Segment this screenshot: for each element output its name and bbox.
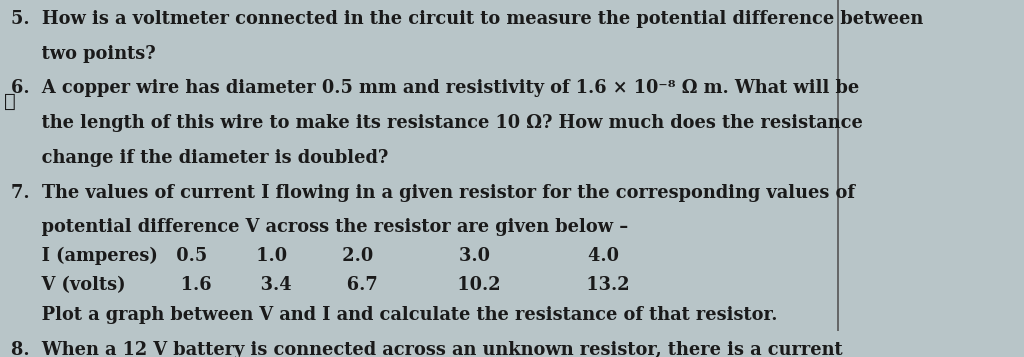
Text: 8.  When a 12 V battery is connected across an unknown resistor, there is a curr: 8. When a 12 V battery is connected acro… [10,341,843,357]
Text: two points?: two points? [10,45,156,62]
Text: 6.  A copper wire has diameter 0.5 mm and resistivity of 1.6 × 10⁻⁸ Ω m. What wi: 6. A copper wire has diameter 0.5 mm and… [10,79,859,97]
Text: 7.  The values of current I flowing in a given resistor for the corresponding va: 7. The values of current I flowing in a … [10,183,855,202]
Text: V (volts)         1.6        3.4         6.7             10.2              13.2: V (volts) 1.6 3.4 6.7 10.2 13.2 [10,276,630,294]
Text: the length of this wire to make its resistance 10 Ω? How much does the resistanc: the length of this wire to make its resi… [10,114,862,132]
Text: Plot a graph between V and I and calculate the resistance of that resistor.: Plot a graph between V and I and calcula… [10,306,777,324]
Text: potential difference V across the resistor are given below –: potential difference V across the resist… [10,218,628,236]
Text: change if the diameter is doubled?: change if the diameter is doubled? [10,149,388,167]
Text: ✓: ✓ [4,92,16,111]
Text: 5.  How is a voltmeter connected in the circuit to measure the potential differe: 5. How is a voltmeter connected in the c… [10,10,923,28]
Text: I (amperes)   0.5        1.0         2.0              3.0                4.0: I (amperes) 0.5 1.0 2.0 3.0 4.0 [10,246,618,265]
